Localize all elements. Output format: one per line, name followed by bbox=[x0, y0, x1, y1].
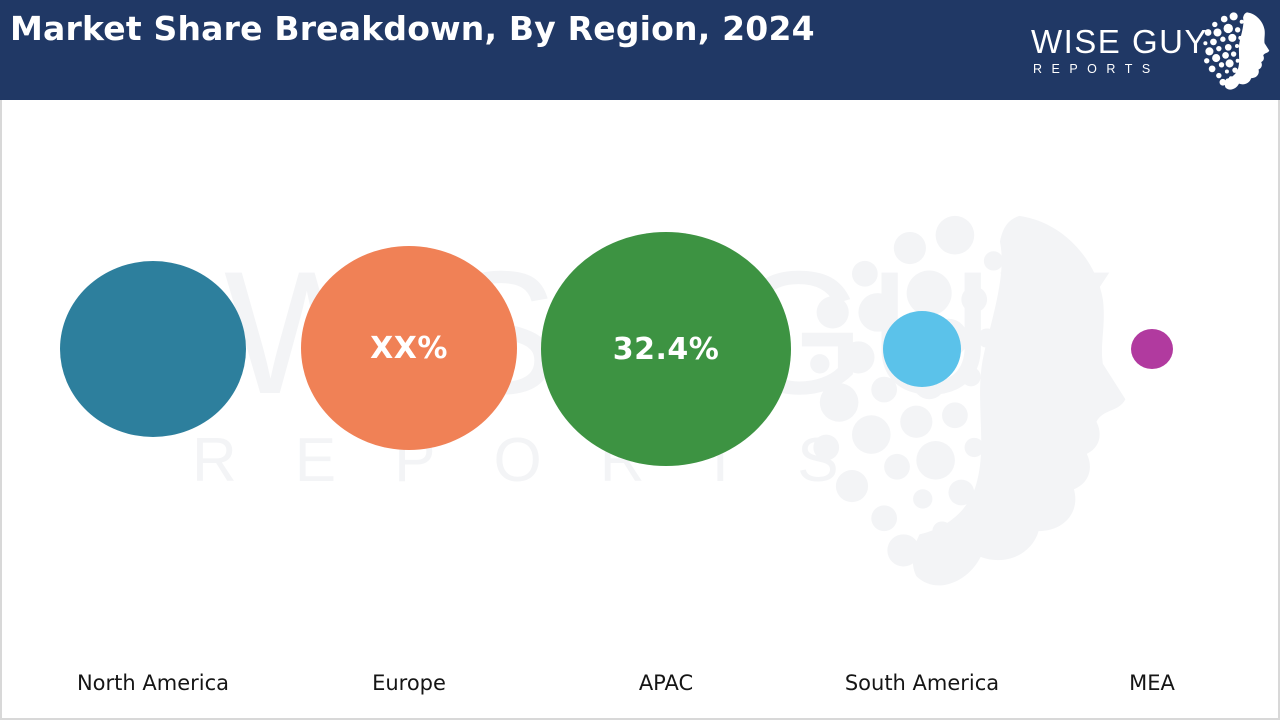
bubble-europe: XX% bbox=[301, 246, 517, 450]
category-label-apac: APAC bbox=[638, 671, 694, 695]
bubble-south-america bbox=[883, 311, 961, 387]
bubble-mea bbox=[1131, 329, 1173, 369]
wiseguy-reports-logo: WISE GUY REPORTS bbox=[1031, 0, 1274, 100]
logo-text: WISE GUY REPORTS bbox=[1031, 25, 1208, 76]
header-bar: Market Share Breakdown, By Region, 2024 … bbox=[0, 0, 1280, 100]
category-label-mea: MEA bbox=[1129, 671, 1175, 695]
watermark-head-icon bbox=[793, 203, 1149, 589]
logo-wordmark: WISE GUY bbox=[1030, 22, 1208, 60]
bubble-value-apac: 32.4% bbox=[612, 331, 720, 367]
logo-subtitle: REPORTS bbox=[1032, 61, 1160, 76]
bubble-value-europe: XX% bbox=[370, 330, 448, 366]
category-label-europe: Europe bbox=[372, 671, 446, 695]
watermark-subtitle: REPORTS bbox=[192, 426, 897, 495]
bubble-apac: 32.4% bbox=[541, 232, 791, 466]
chart-title: Market Share Breakdown, By Region, 2024 bbox=[10, 9, 815, 48]
bubble-north-america bbox=[60, 261, 246, 437]
category-label-north-america: North America bbox=[76, 671, 230, 695]
wiseguy-head-icon bbox=[1200, 6, 1274, 94]
category-label-south-america: South America bbox=[844, 671, 1000, 695]
